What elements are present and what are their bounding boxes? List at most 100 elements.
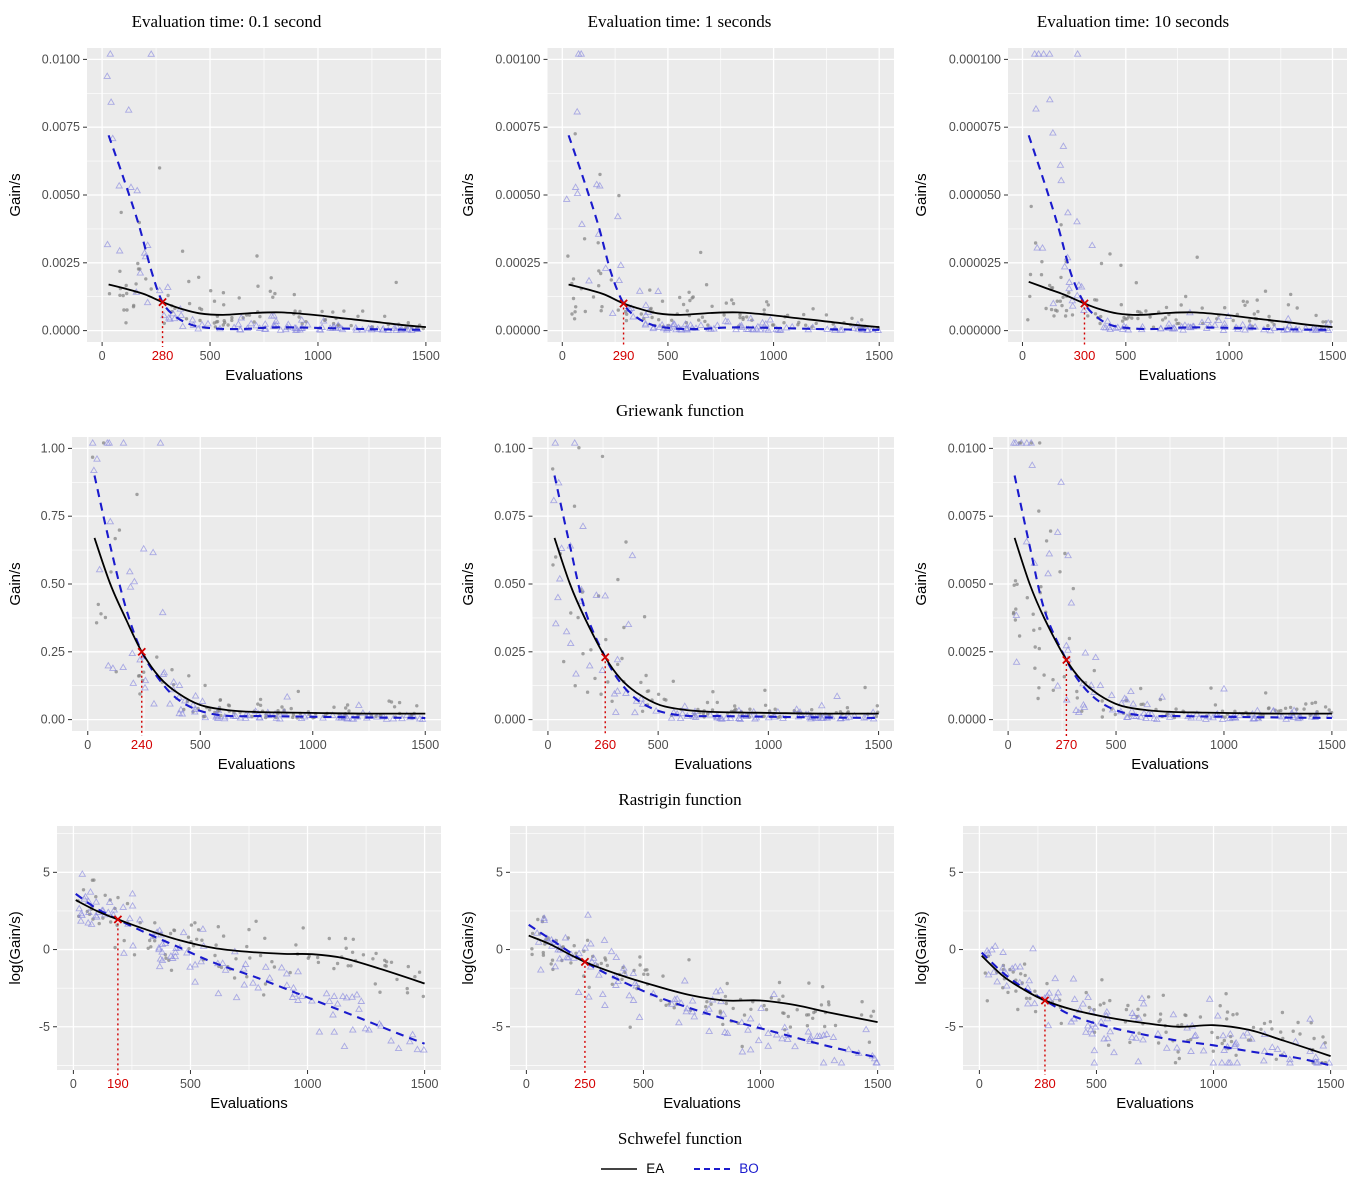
chart-griewank-10s: 300 0 500 1000 1500 0.000000 0.000025 0.000050 0… bbox=[906, 38, 1359, 398]
svg-text:1500: 1500 bbox=[864, 1077, 892, 1091]
svg-text:0.00050: 0.00050 bbox=[495, 188, 540, 202]
svg-text:0.0000: 0.0000 bbox=[948, 713, 986, 727]
svg-text:0: 0 bbox=[1005, 738, 1012, 752]
subplot-schwefel-10s: 280 0 500 1000 1500 -5 0 5 Evaluations log(Gain/s… bbox=[913, 826, 1347, 1112]
svg-text:0.000050: 0.000050 bbox=[949, 188, 1001, 202]
gridlines bbox=[57, 826, 441, 1070]
crossover-label: 260 bbox=[594, 737, 616, 752]
svg-text:0.50: 0.50 bbox=[41, 577, 65, 591]
svg-text:0.000: 0.000 bbox=[494, 713, 525, 727]
svg-text:1000: 1000 bbox=[299, 738, 327, 752]
svg-text:0.025: 0.025 bbox=[494, 645, 525, 659]
gridlines bbox=[72, 437, 441, 731]
chart-griewank-1s: 290 0 500 1000 1500 0.00000 0.00025 0.00050 0.00… bbox=[453, 38, 906, 398]
ea-line bbox=[108, 283, 426, 328]
bo-line bbox=[567, 134, 880, 331]
column-title-10s: Evaluation time: 10 seconds bbox=[1036, 12, 1230, 31]
crossover-label: 250 bbox=[574, 1076, 596, 1091]
subplot-schwefel-1s: 250 0 500 1000 1500 -5 0 5 Evaluations log(Gain/s… bbox=[460, 826, 894, 1112]
bo-line bbox=[1013, 475, 1332, 720]
svg-text:500: 500 bbox=[180, 1077, 201, 1091]
axis-text: 0 500 1000 1500 0.000 0.025 0.050 0.075 0.100 bbox=[494, 441, 892, 752]
chart-griewank-01s: 280 0 500 1000 1500 0.0000 0.0025 0.0050 0.0075 0… bbox=[0, 38, 453, 398]
legend: EA BO bbox=[0, 1155, 1360, 1182]
crossover-x-marker bbox=[601, 652, 610, 662]
subplot-schwefel-0.1s: 190 0 500 1000 1500 -5 0 5 Evaluations log(Gain/s… bbox=[7, 826, 441, 1112]
x-axis-title: Evaluations bbox=[1131, 756, 1209, 773]
svg-text:1500: 1500 bbox=[865, 738, 893, 752]
crossover-label: 280 bbox=[152, 348, 174, 363]
ea-line bbox=[1013, 537, 1332, 715]
gridlines bbox=[532, 437, 894, 731]
ea-scatter-points bbox=[76, 878, 425, 999]
gridlines bbox=[510, 826, 894, 1070]
ea-line bbox=[553, 537, 879, 715]
gridlines bbox=[87, 48, 441, 342]
svg-text:500: 500 bbox=[658, 349, 679, 363]
bo-line bbox=[107, 134, 426, 331]
svg-text:0: 0 bbox=[99, 349, 106, 363]
svg-text:0.00025: 0.00025 bbox=[495, 256, 540, 270]
svg-text:0.0050: 0.0050 bbox=[948, 577, 986, 591]
y-axis-title: log(Gain/s) bbox=[913, 911, 930, 984]
svg-text:0: 0 bbox=[84, 738, 91, 752]
svg-text:0.075: 0.075 bbox=[494, 509, 525, 523]
bo-line bbox=[528, 923, 878, 1059]
column-titles: Evaluation time: 0.1 second Evaluation t… bbox=[0, 6, 1360, 38]
svg-text:500: 500 bbox=[1106, 738, 1127, 752]
y-axis-title: Gain/s bbox=[913, 562, 930, 605]
svg-text:1500: 1500 bbox=[1317, 1077, 1345, 1091]
ea-scatter-points bbox=[983, 954, 1328, 1065]
axis-text: 0 500 1000 1500 0.0000 0.0025 0.0050 0.0075 0.01… bbox=[948, 441, 1346, 752]
chart-row-rastrigin: 240 0 500 1000 1500 0.00 0.25 0.50 0.75 1.00 Evalu… bbox=[0, 427, 1360, 787]
x-axis-title: Evaluations bbox=[674, 756, 752, 773]
x-axis-title: Evaluations bbox=[1116, 1095, 1194, 1112]
svg-text:0.0100: 0.0100 bbox=[948, 441, 986, 455]
svg-text:1500: 1500 bbox=[1319, 349, 1347, 363]
svg-text:1000: 1000 bbox=[754, 738, 782, 752]
svg-text:0.0050: 0.0050 bbox=[42, 188, 80, 202]
crossover-x-marker bbox=[1062, 655, 1071, 665]
svg-text:0: 0 bbox=[559, 349, 566, 363]
svg-text:1000: 1000 bbox=[1210, 738, 1238, 752]
bo-dashed-line-sample bbox=[694, 1167, 731, 1170]
svg-text:500: 500 bbox=[200, 349, 221, 363]
svg-text:0.0100: 0.0100 bbox=[42, 52, 80, 66]
svg-text:1500: 1500 bbox=[412, 349, 440, 363]
y-axis-title: Gain/s bbox=[7, 562, 24, 605]
subplot-rastrigin-0.1s: 240 0 500 1000 1500 0.00 0.25 0.50 0.75 1.00 Evalu… bbox=[7, 437, 441, 773]
axis-text: 0 500 1000 1500 0.00000 0.00025 0.00050 0.00075… bbox=[495, 52, 893, 363]
ea-line bbox=[528, 934, 878, 1023]
subplot-rastrigin-1s: 260 0 500 1000 1500 0.000 0.025 0.050 0.075 0.100… bbox=[460, 437, 894, 773]
svg-text:1500: 1500 bbox=[865, 349, 893, 363]
svg-text:5: 5 bbox=[496, 865, 503, 879]
svg-text:0.000025: 0.000025 bbox=[949, 256, 1001, 270]
crossover-x-marker bbox=[1040, 996, 1050, 1005]
svg-text:0: 0 bbox=[70, 1077, 77, 1091]
svg-text:0.00075: 0.00075 bbox=[495, 120, 540, 134]
svg-text:0: 0 bbox=[43, 943, 50, 957]
svg-text:500: 500 bbox=[1115, 349, 1136, 363]
axis-text: 0 500 1000 1500 -5 0 5 bbox=[492, 865, 892, 1091]
legend-label-ea: EA bbox=[646, 1161, 665, 1176]
bo-scatter-triangles bbox=[533, 911, 881, 1066]
svg-text:0.0025: 0.0025 bbox=[42, 256, 80, 270]
crossover-label: 240 bbox=[131, 737, 153, 752]
svg-text:1.00: 1.00 bbox=[41, 441, 65, 455]
ea-line bbox=[93, 537, 426, 715]
ea-scatter-points bbox=[1026, 204, 1333, 330]
crossover-x-marker bbox=[619, 299, 628, 308]
svg-text:5: 5 bbox=[949, 865, 956, 879]
column-title-1s: Evaluation time: 1 seconds bbox=[587, 12, 772, 31]
crossover-x-marker bbox=[137, 647, 146, 657]
svg-text:0: 0 bbox=[523, 1077, 530, 1091]
x-axis-title: Evaluations bbox=[682, 367, 760, 384]
legend-label-bo: BO bbox=[739, 1161, 759, 1176]
svg-text:0.00: 0.00 bbox=[41, 713, 65, 727]
svg-text:0.100: 0.100 bbox=[494, 441, 525, 455]
svg-text:0.0000: 0.0000 bbox=[42, 324, 80, 338]
crossover-label: 270 bbox=[1056, 737, 1078, 752]
